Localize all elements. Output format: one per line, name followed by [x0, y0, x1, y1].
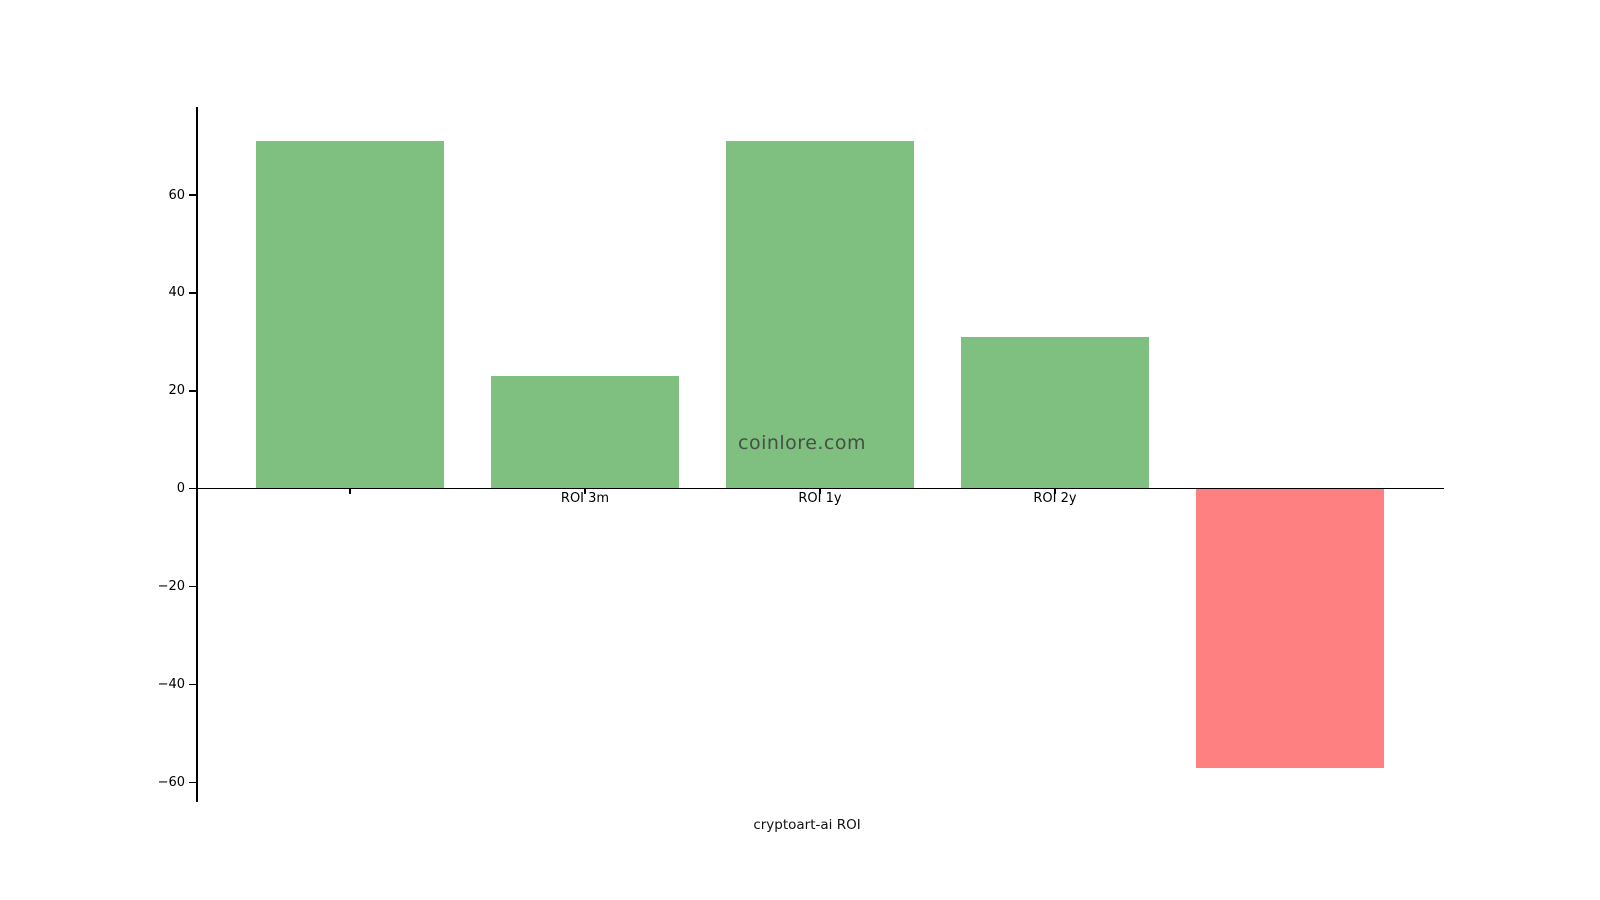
- y-tick-mark: [189, 292, 196, 294]
- x-tick-label: ROI 3m: [560, 490, 610, 506]
- x-tick-mark: [819, 488, 821, 494]
- x-tick-label: ROI 2y: [1033, 490, 1077, 506]
- y-tick-mark: [189, 390, 196, 392]
- y-tick-label: −60: [157, 774, 185, 790]
- x-axis-line: [196, 488, 1444, 490]
- bar-unlabeled-0: [256, 141, 444, 489]
- y-axis-spine: [196, 107, 198, 802]
- y-tick-label: 0: [176, 481, 185, 497]
- watermark-text: coinlore.com: [738, 432, 866, 454]
- y-tick-mark: [189, 194, 196, 196]
- bar-roi-1y: [726, 141, 914, 489]
- bar-unlabeled-4: [1196, 488, 1384, 768]
- x-tick-mark: [1054, 488, 1056, 494]
- y-tick-mark: [189, 683, 196, 686]
- x-tick-mark: [349, 488, 351, 494]
- y-tick-label: 40: [168, 285, 185, 301]
- chart-title: cryptoart-ai ROI: [753, 817, 861, 833]
- bar-roi-2y: [961, 337, 1149, 489]
- y-tick-mark: [189, 585, 196, 588]
- x-tick-label: ROI 1y: [798, 490, 842, 506]
- y-tick-label: −40: [157, 677, 185, 693]
- bar-roi-3m: [491, 376, 679, 489]
- y-tick-mark: [189, 781, 196, 784]
- y-tick-mark: [189, 488, 196, 490]
- y-tick-label: −20: [157, 579, 185, 595]
- y-tick-label: 60: [168, 187, 185, 203]
- y-tick-label: 20: [168, 383, 185, 399]
- x-tick-mark: [584, 488, 586, 494]
